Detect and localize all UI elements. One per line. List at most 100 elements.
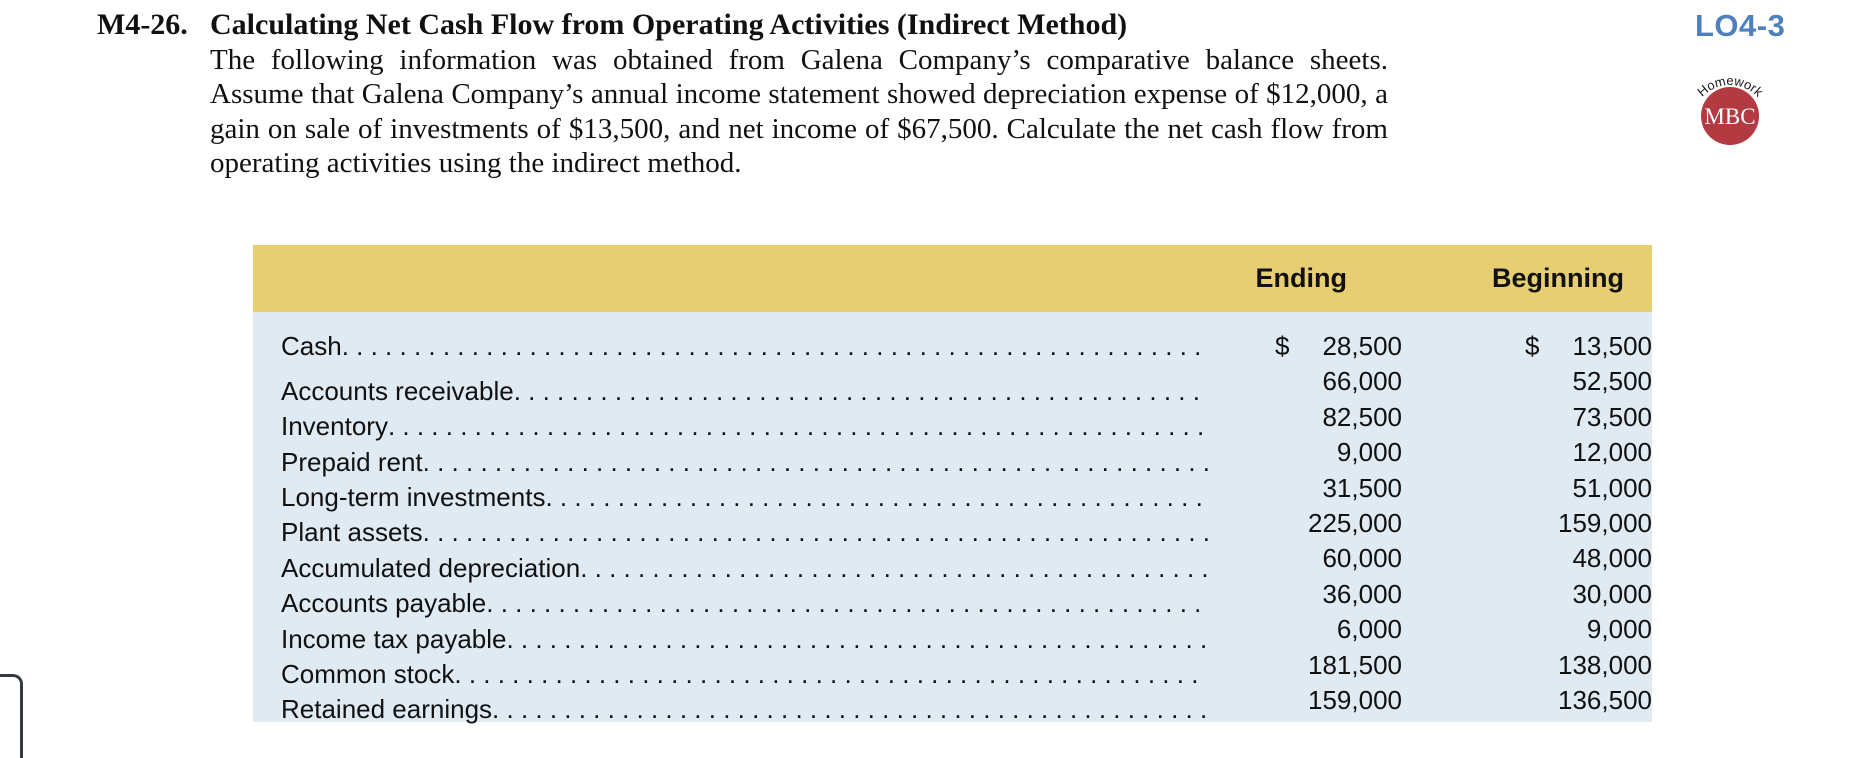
- problem-title: Calculating Net Cash Flow from Operating…: [210, 8, 1128, 41]
- currency-symbol: [1208, 400, 1275, 435]
- currency-symbol: [1495, 435, 1525, 470]
- dot-leader: [514, 374, 1208, 409]
- beginning-value: 51,000: [1572, 472, 1652, 503]
- column-header-beginning: Beginning: [1492, 263, 1624, 293]
- currency-symbol: [1495, 577, 1525, 612]
- learning-objective-label: LO4-3: [1695, 8, 1786, 43]
- beginning-value-cell: 30,000: [1495, 577, 1652, 612]
- table-row: Income tax payable 6,000 9,000: [253, 612, 1652, 653]
- currency-symbol: [1208, 541, 1275, 576]
- balance-sheet-table: Ending Beginning Cash $28,500 $13,500 Ac…: [253, 245, 1652, 724]
- dot-leader: [388, 409, 1208, 444]
- badge-circle: [1701, 87, 1759, 145]
- ending-value: 225,000: [1308, 507, 1402, 538]
- ending-value-cell: 181,500: [1208, 648, 1402, 683]
- currency-symbol: [1495, 506, 1525, 541]
- beginning-value-cell: 136,500: [1495, 683, 1652, 718]
- table-row: Retained earnings 159,000 136,500: [253, 683, 1652, 724]
- table-row: Accounts payable 36,000 30,000: [253, 577, 1652, 618]
- beginning-value-cell: 9,000: [1495, 612, 1652, 647]
- row-label: Common stock: [281, 658, 455, 689]
- row-label: Plant assets: [281, 517, 423, 548]
- beginning-value: 9,000: [1586, 614, 1652, 645]
- currency-symbol: [1495, 683, 1525, 718]
- dot-leader: [545, 480, 1208, 515]
- table-row: Accumulated depreciation 60,000 48,000: [253, 541, 1652, 582]
- ending-value-cell: 66,000: [1208, 364, 1402, 399]
- ending-value-cell: 60,000: [1208, 541, 1402, 576]
- beginning-value-cell: 138,000: [1495, 648, 1652, 683]
- table-row: Accounts receivable 66,000 52,500: [253, 364, 1652, 405]
- row-label: Long-term investments: [281, 481, 546, 512]
- beginning-value: 52,500: [1572, 366, 1652, 397]
- beginning-value: 48,000: [1572, 543, 1652, 574]
- ending-value-cell: 225,000: [1208, 506, 1402, 541]
- beginning-value-cell: 159,000: [1495, 506, 1652, 541]
- ending-value-cell: 82,500: [1208, 400, 1402, 435]
- currency-symbol: [1208, 648, 1275, 683]
- currency-symbol: [1208, 471, 1275, 506]
- beginning-value-cell: 51,000: [1495, 471, 1652, 506]
- problem-body: The following information was obtained f…: [210, 43, 1388, 180]
- ending-value: 28,500: [1322, 331, 1402, 361]
- dot-leader: [580, 551, 1208, 586]
- table-row: Long-term investments 31,500 51,000: [253, 471, 1652, 512]
- column-header-ending: Ending: [1255, 263, 1347, 293]
- currency-symbol: [1495, 648, 1525, 683]
- beginning-value-cell: $13,500: [1495, 329, 1652, 364]
- beginning-value: 13,500: [1572, 331, 1652, 361]
- currency-symbol: [1208, 577, 1275, 612]
- beginning-value-cell: 52,500: [1495, 364, 1652, 399]
- currency-symbol: [1495, 541, 1525, 576]
- beginning-value-cell: 48,000: [1495, 541, 1652, 576]
- ending-value: 159,000: [1308, 684, 1402, 715]
- table-row: Prepaid rent 9,000 12,000: [253, 435, 1652, 476]
- beginning-value: 159,000: [1558, 507, 1652, 538]
- currency-symbol: [1208, 435, 1275, 470]
- ending-value: 60,000: [1322, 543, 1402, 574]
- beginning-value: 73,500: [1572, 401, 1652, 432]
- ending-value: 6,000: [1336, 614, 1402, 645]
- homework-mbc-badge-icon: Homework MBC: [1694, 73, 1766, 145]
- page-corner-mark: [0, 674, 23, 758]
- beginning-value: 30,000: [1572, 578, 1652, 609]
- currency-symbol: [1208, 364, 1275, 399]
- ending-value-cell: 36,000: [1208, 577, 1402, 612]
- currency-symbol: $: [1525, 331, 1540, 361]
- beginning-value: 136,500: [1558, 684, 1652, 715]
- dot-leader: [506, 622, 1208, 657]
- dot-leader: [423, 445, 1208, 480]
- row-label: Accounts payable: [281, 588, 487, 619]
- dot-leader: [454, 657, 1208, 692]
- ending-value: 66,000: [1322, 366, 1402, 397]
- beginning-value-cell: 12,000: [1495, 435, 1652, 470]
- table-body: Cash $28,500 $13,500 Accounts receivable…: [253, 312, 1652, 724]
- currency-symbol: [1208, 612, 1275, 647]
- table-row: Plant assets 225,000 159,000: [253, 506, 1652, 547]
- table-row: Cash $28,500 $13,500: [253, 329, 1652, 364]
- dot-leader: [342, 329, 1208, 364]
- row-label: Inventory: [281, 411, 388, 442]
- table-row: Common stock 181,500 138,000: [253, 648, 1652, 689]
- problem-block: M4-26. Calculating Net Cash Flow from Op…: [97, 8, 1388, 181]
- currency-symbol: [1495, 364, 1525, 399]
- row-label: Retained earnings: [281, 694, 493, 725]
- row-label: Accumulated depreciation: [281, 552, 581, 583]
- dot-leader: [492, 692, 1208, 727]
- row-label: Prepaid rent: [281, 446, 423, 477]
- problem-number: M4-26.: [97, 8, 188, 41]
- currency-symbol: [1495, 471, 1525, 506]
- table-row: Inventory 82,500 73,500: [253, 400, 1652, 441]
- beginning-value: 12,000: [1572, 437, 1652, 468]
- ending-value: 31,500: [1322, 472, 1402, 503]
- currency-symbol: [1208, 683, 1275, 718]
- dot-leader: [423, 515, 1208, 550]
- ending-value-cell: 31,500: [1208, 471, 1402, 506]
- table-header: Ending Beginning: [253, 245, 1652, 312]
- row-label: Cash: [281, 331, 342, 361]
- ending-value: 181,500: [1308, 649, 1402, 680]
- ending-value: 9,000: [1336, 437, 1402, 468]
- beginning-value: 138,000: [1558, 649, 1652, 680]
- row-label: Accounts receivable: [281, 375, 514, 406]
